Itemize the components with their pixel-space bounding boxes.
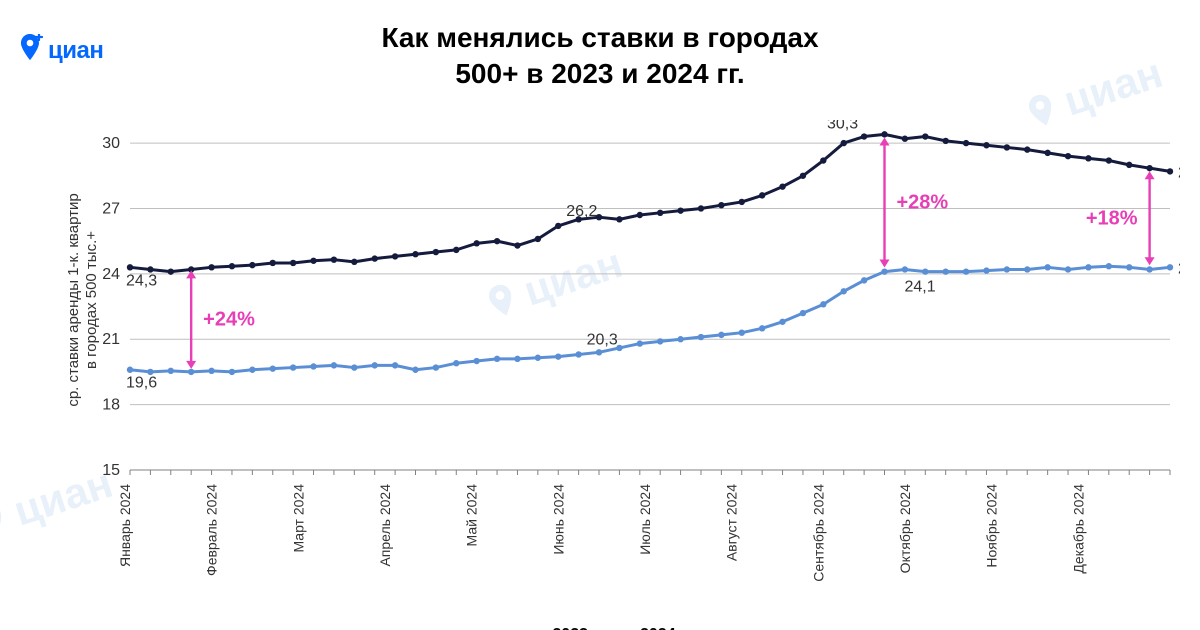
svg-text:24: 24 — [102, 266, 120, 283]
svg-text:ср. ставки аренды 1-к. квартир: ср. ставки аренды 1-к. квартир — [65, 193, 82, 406]
svg-text:19,6: 19,6 — [126, 375, 157, 392]
svg-text:+28%: +28% — [897, 191, 949, 213]
svg-text:27: 27 — [102, 200, 120, 217]
svg-text:30,3: 30,3 — [827, 120, 858, 133]
svg-text:Июнь 2024: Июнь 2024 — [550, 484, 566, 555]
svg-text:Август 2024: Август 2024 — [724, 484, 740, 561]
svg-text:30: 30 — [102, 135, 120, 152]
svg-text:15: 15 — [102, 462, 120, 479]
svg-text:+18%: +18% — [1086, 207, 1138, 229]
svg-text:Март 2024: Март 2024 — [290, 484, 306, 553]
line-chart: 15 18 21 24 27 30 Январь 2024 Февраль 2024 Март … — [60, 120, 1180, 600]
svg-text:Декабрь 2024: Декабрь 2024 — [1070, 484, 1086, 574]
svg-text:28,7: 28,7 — [1178, 164, 1180, 181]
svg-text:18: 18 — [102, 397, 120, 414]
svg-text:Ноябрь 2024: Ноябрь 2024 — [984, 484, 1000, 568]
svg-text:в городах 500 тыс.+: в городах 500 тыс.+ — [83, 231, 100, 369]
svg-text:Апрель 2024: Апрель 2024 — [377, 484, 393, 567]
legend-item-2024: 2024 — [612, 626, 676, 630]
svg-text:Сентябрь 2024: Сентябрь 2024 — [810, 484, 826, 582]
chart-title: Как менялись ставки в городах 500+ в 202… — [0, 20, 1200, 93]
svg-text:+24%: +24% — [203, 309, 255, 331]
svg-text:24,3: 24,3 — [1178, 260, 1180, 277]
svg-text:24,3: 24,3 — [126, 272, 157, 289]
logo-text: циан — [48, 37, 103, 65]
chart-container: 15 18 21 24 27 30 Январь 2024 Февраль 2024 Март … — [60, 120, 1180, 600]
svg-text:24,1: 24,1 — [905, 279, 936, 296]
legend-item-2023: 2023 — [524, 626, 588, 630]
legend-label-2023: 2023 — [552, 626, 588, 630]
svg-text:21: 21 — [102, 331, 120, 348]
svg-text:Февраль 2024: Февраль 2024 — [204, 484, 220, 576]
cian-logo: циан — [20, 34, 103, 67]
svg-text:Январь 2024: Январь 2024 — [117, 484, 133, 567]
legend-label-2024: 2024 — [640, 626, 676, 630]
svg-text:Май 2024: Май 2024 — [464, 484, 480, 547]
svg-text:Июль 2024: Июль 2024 — [637, 484, 653, 555]
legend: 2023 2024 — [0, 626, 1200, 630]
svg-text:20,3: 20,3 — [587, 331, 618, 348]
pin-icon — [20, 34, 44, 67]
svg-text:26,2: 26,2 — [566, 203, 597, 220]
svg-text:Октябрь 2024: Октябрь 2024 — [897, 484, 913, 574]
